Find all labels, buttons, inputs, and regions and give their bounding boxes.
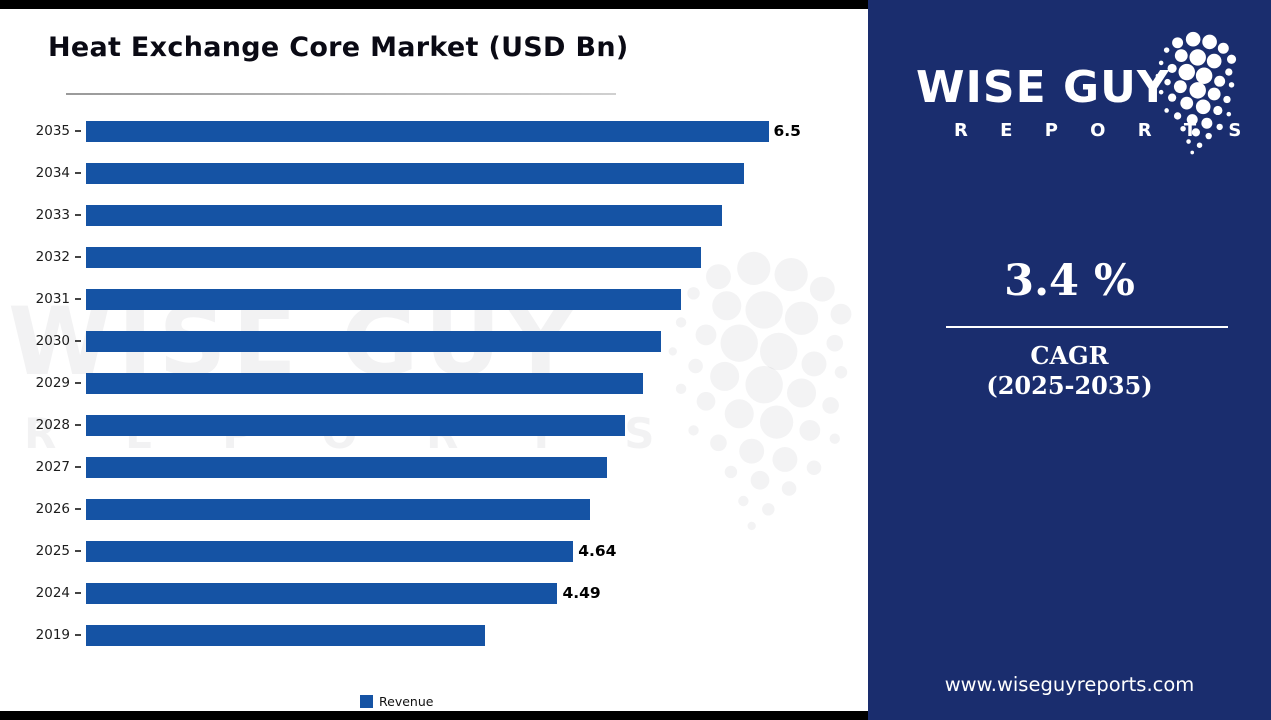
bar-row: 2024 4.49 (0, 572, 860, 614)
y-axis-label: 2024 (35, 585, 70, 601)
y-axis-label: 2027 (35, 459, 70, 475)
title-underline (66, 93, 616, 95)
bar-row: 2035 6.5 (0, 110, 860, 152)
y-axis-label: 2033 (35, 207, 70, 223)
top-black-strip (0, 0, 868, 9)
cagr-label: CAGR (1030, 341, 1109, 370)
y-axis-label: 2019 (35, 627, 70, 643)
y-axis-tick (75, 382, 81, 384)
revenue-bar (86, 540, 574, 562)
revenue-bar (86, 498, 590, 520)
revenue-bar (86, 330, 662, 352)
revenue-bar (86, 372, 643, 394)
bar-row: 2034 (0, 152, 860, 194)
y-axis-label: 2032 (35, 249, 70, 265)
logo-head-icon (1155, 31, 1237, 155)
bar-row: 2033 (0, 194, 860, 236)
bar-value-label: 4.49 (562, 584, 601, 602)
revenue-bar (86, 204, 723, 226)
y-axis-label: 2034 (35, 165, 70, 181)
y-axis-tick (75, 256, 81, 258)
revenue-bar (86, 246, 702, 268)
y-axis-tick (75, 592, 81, 594)
cagr-divider (946, 326, 1228, 328)
legend-label: Revenue (379, 694, 434, 709)
y-axis-tick (75, 298, 81, 300)
revenue-bar (86, 456, 607, 478)
y-axis-label: 2030 (35, 333, 70, 349)
y-axis-label: 2031 (35, 291, 70, 307)
y-axis-tick (75, 130, 81, 132)
cagr-range: (2025-2035) (986, 371, 1153, 400)
revenue-bar (86, 288, 682, 310)
y-axis-tick (75, 550, 81, 552)
revenue-bar (86, 162, 745, 184)
y-axis-tick (75, 424, 81, 426)
chart-panel: Heat Exchange Core Market (USD Bn) WISE … (0, 0, 868, 720)
y-axis-label: 2029 (35, 375, 70, 391)
bar-value-label: 6.5 (773, 122, 801, 140)
bar-value-label: 4.64 (578, 542, 617, 560)
bar-row: 2030 (0, 320, 860, 362)
bar-row: 2026 (0, 488, 860, 530)
legend: Revenue (360, 694, 433, 709)
y-axis-tick (75, 340, 81, 342)
bottom-black-strip (0, 711, 868, 720)
revenue-bar (86, 624, 485, 646)
y-axis-label: 2035 (35, 123, 70, 139)
y-axis-tick (75, 466, 81, 468)
logo-reports-text: R E P O R T S (954, 120, 1255, 141)
bar-chart: 2035 6.5 2034 2033 2032 2031 2030 2029 2028 2027 2… (0, 110, 860, 656)
bar-row: 2029 (0, 362, 860, 404)
y-axis-tick (75, 172, 81, 174)
y-axis-label: 2025 (35, 543, 70, 559)
revenue-bar (86, 120, 769, 142)
y-axis-label: 2026 (35, 501, 70, 517)
bar-row: 2031 (0, 278, 860, 320)
watermark-head-icon (668, 251, 852, 531)
y-axis-label: 2028 (35, 417, 70, 433)
y-axis-tick (75, 508, 81, 510)
y-axis-tick (75, 634, 81, 636)
logo-wordmark: WISE GUY (916, 62, 1170, 113)
legend-swatch-revenue (360, 695, 373, 708)
revenue-bar (86, 414, 625, 436)
bar-row: 2025 4.64 (0, 530, 860, 572)
cagr-value: 3.4 % (1004, 256, 1135, 306)
website-url: www.wiseguyreports.com (944, 673, 1195, 696)
bar-row: 2032 (0, 236, 860, 278)
chart-title: Heat Exchange Core Market (USD Bn) (48, 32, 629, 63)
bar-row: 2019 (0, 614, 860, 656)
y-axis-tick (75, 214, 81, 216)
sidebar: WISE GUY R E P O R T S 3.4 % CAGR (2025-… (868, 0, 1271, 720)
bar-row: 2028 (0, 404, 860, 446)
revenue-bar (86, 582, 558, 604)
bar-row: 2027 (0, 446, 860, 488)
